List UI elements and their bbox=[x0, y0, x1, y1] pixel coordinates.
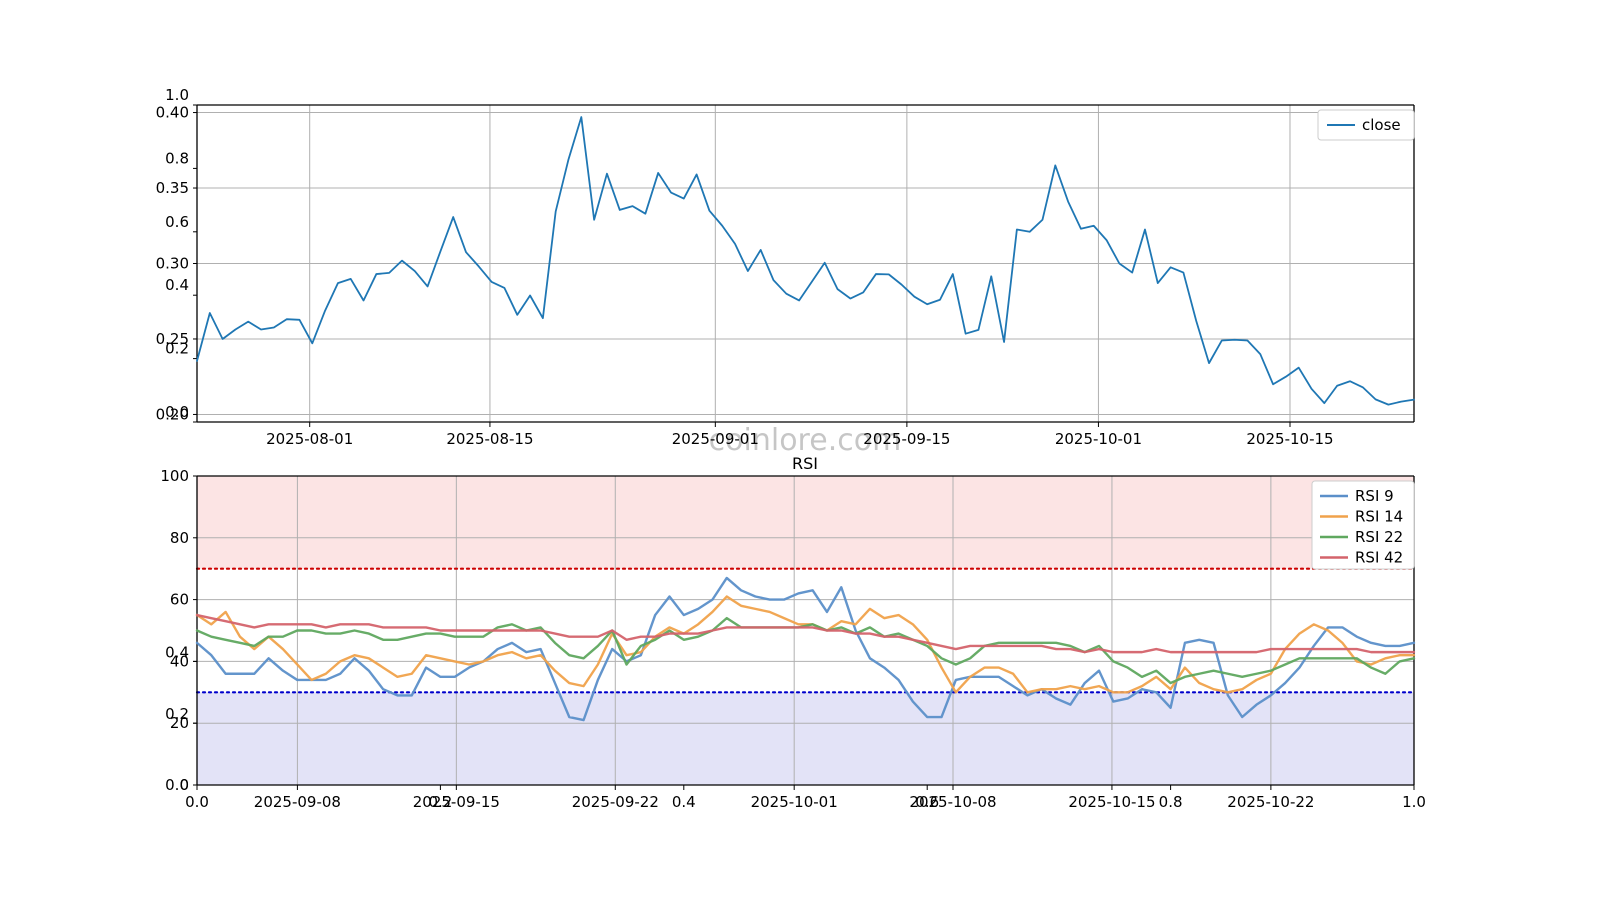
rsi-ytick-overlay-label: 0.2 bbox=[165, 705, 189, 723]
price-ytick-label: 0.20 bbox=[156, 405, 189, 423]
rsi-ytick-label: 100 bbox=[160, 467, 189, 485]
price-ytick-label: 0.40 bbox=[156, 104, 189, 122]
rsi-xtick-label: 2025-10-01 bbox=[751, 793, 838, 811]
price-xtick-label: 2025-09-01 bbox=[672, 430, 759, 448]
rsi-legend-label-rsi-9: RSI 9 bbox=[1355, 487, 1394, 505]
watermark-text: coinlore.com bbox=[709, 423, 902, 458]
rsi-xtick-label: 2025-09-15 bbox=[413, 793, 500, 811]
rsi-xtick-label: 2025-10-15 bbox=[1068, 793, 1155, 811]
rsi-ytick-label: 80 bbox=[170, 529, 189, 547]
price-xtick-label: 2025-08-15 bbox=[446, 430, 533, 448]
price-ytick-overlay-label: 0.8 bbox=[165, 149, 189, 167]
price-xtick-label: 2025-10-01 bbox=[1055, 430, 1142, 448]
price-xtick-label: 2025-10-15 bbox=[1246, 430, 1333, 448]
rsi-xtick-label: 2025-09-08 bbox=[254, 793, 341, 811]
rsi-legend-label-rsi-22: RSI 22 bbox=[1355, 528, 1403, 546]
rsi-ytick-label: 0 bbox=[179, 776, 189, 794]
price-series-close bbox=[196, 116, 1415, 406]
rsi-ytick-label: 20 bbox=[170, 714, 189, 732]
price-ytick-overlay-label: 0.0 bbox=[165, 403, 189, 421]
price-legend-box bbox=[1317, 109, 1415, 141]
price-legend[interactable] bbox=[1317, 109, 1415, 141]
price-ytick-label: 0.35 bbox=[156, 179, 189, 197]
rsi-overbought-band bbox=[197, 476, 1414, 569]
rsi-xtick-overlay-label: 0.4 bbox=[672, 793, 696, 811]
rsi-xtick-overlay-label: 0.2 bbox=[428, 793, 452, 811]
rsi-series-rsi-42 bbox=[195, 613, 1416, 654]
rsi-series-rsi-9 bbox=[195, 576, 1416, 722]
rsi-xtick-overlay-label: 1.0 bbox=[1402, 793, 1426, 811]
price-ytick-overlay-label: 1.0 bbox=[165, 86, 189, 104]
rsi-xtick-overlay-label: 0.0 bbox=[185, 793, 209, 811]
price-legend-label-close: close bbox=[1362, 116, 1401, 134]
price-ytick-label: 0.25 bbox=[156, 330, 189, 348]
price-ytick-overlay-label: 0.4 bbox=[165, 276, 189, 294]
price-ytick-overlay-label: 0.2 bbox=[165, 340, 189, 358]
price-xtick-label: 2025-08-01 bbox=[266, 430, 353, 448]
rsi-ytick-label: 60 bbox=[170, 591, 189, 609]
rsi-series-rsi-14 bbox=[195, 595, 1416, 694]
rsi-title: RSI bbox=[792, 454, 818, 473]
rsi-xtick-label: 2025-10-08 bbox=[909, 793, 996, 811]
rsi-ytick-overlay-label: 0.4 bbox=[165, 643, 189, 661]
rsi-legend-label-rsi-14: RSI 14 bbox=[1355, 508, 1403, 526]
rsi-panel bbox=[193, 475, 1416, 790]
rsi-xtick-overlay-label: 0.6 bbox=[915, 793, 939, 811]
price-ytick-overlay-label: 0.6 bbox=[165, 213, 189, 231]
rsi-xtick-overlay-label: 0.8 bbox=[1159, 793, 1183, 811]
rsi-xtick-label: 2025-09-22 bbox=[572, 793, 659, 811]
rsi-legend[interactable] bbox=[1311, 480, 1415, 570]
rsi-legend-label-rsi-42: RSI 42 bbox=[1355, 549, 1403, 567]
rsi-series-rsi-22 bbox=[195, 616, 1416, 685]
price-panel bbox=[193, 104, 1415, 427]
rsi-ytick-overlay-label: 0.0 bbox=[165, 776, 189, 794]
price-ytick-label: 0.30 bbox=[156, 255, 189, 273]
price-xtick-label: 2025-09-15 bbox=[863, 430, 950, 448]
rsi-ytick-label: 40 bbox=[170, 652, 189, 670]
rsi-legend-box bbox=[1311, 480, 1415, 570]
rsi-oversold-band bbox=[197, 692, 1414, 785]
rsi-xtick-label: 2025-10-22 bbox=[1227, 793, 1314, 811]
